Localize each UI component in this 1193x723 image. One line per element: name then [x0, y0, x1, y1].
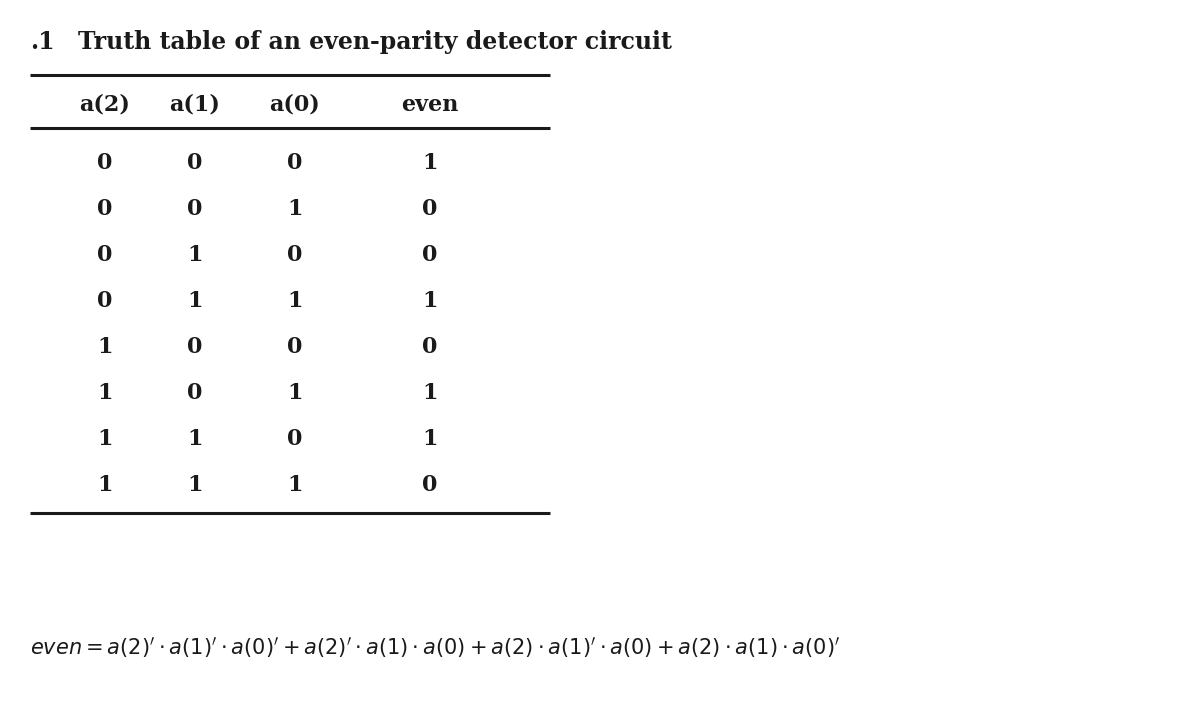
Text: $\mathit{even} = \mathit{a}(2)' \cdot \mathit{a}(1)' \cdot \mathit{a}(0)' + \mat: $\mathit{even} = \mathit{a}(2)' \cdot \m…	[30, 636, 840, 661]
Text: 1: 1	[98, 382, 113, 404]
Text: 1: 1	[288, 290, 303, 312]
Text: 1: 1	[98, 428, 113, 450]
Text: 0: 0	[288, 336, 303, 358]
Text: 1: 1	[98, 336, 113, 358]
Text: 1: 1	[288, 198, 303, 220]
Text: 1: 1	[288, 474, 303, 496]
Text: 0: 0	[187, 198, 203, 220]
Text: 1: 1	[422, 152, 438, 174]
Text: 1: 1	[187, 474, 203, 496]
Text: 0: 0	[422, 198, 438, 220]
Text: even: even	[401, 94, 458, 116]
Text: 0: 0	[422, 336, 438, 358]
Text: 0: 0	[288, 152, 303, 174]
Text: Truth table of an even-parity detector circuit: Truth table of an even-parity detector c…	[78, 30, 672, 54]
Text: 1: 1	[187, 290, 203, 312]
Text: 1: 1	[422, 290, 438, 312]
Text: 0: 0	[98, 244, 112, 266]
Text: 1: 1	[288, 382, 303, 404]
Text: .1: .1	[30, 30, 55, 54]
Text: 1: 1	[187, 244, 203, 266]
Text: 0: 0	[288, 428, 303, 450]
Text: 0: 0	[187, 336, 203, 358]
Text: 0: 0	[422, 474, 438, 496]
Text: 1: 1	[422, 428, 438, 450]
Text: a(1): a(1)	[169, 94, 221, 116]
Text: 1: 1	[187, 428, 203, 450]
Text: 0: 0	[98, 198, 112, 220]
Text: 0: 0	[187, 152, 203, 174]
Text: 0: 0	[288, 244, 303, 266]
Text: 0: 0	[422, 244, 438, 266]
Text: a(2): a(2)	[80, 94, 130, 116]
Text: a(0): a(0)	[270, 94, 321, 116]
Text: 0: 0	[98, 152, 112, 174]
Text: 0: 0	[187, 382, 203, 404]
Text: 1: 1	[98, 474, 113, 496]
Text: 0: 0	[98, 290, 112, 312]
Text: 1: 1	[422, 382, 438, 404]
